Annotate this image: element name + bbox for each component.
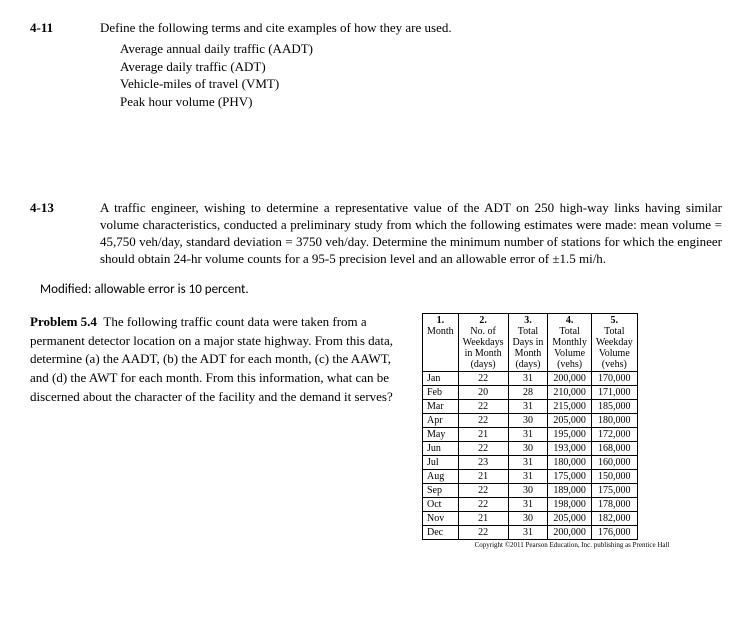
table-cell: 21 (458, 469, 508, 483)
table-cell: 175,000 (591, 483, 637, 497)
term-item: Peak hour volume (PHV) (120, 93, 722, 111)
table-cell: 20 (458, 385, 508, 399)
term-item: Vehicle-miles of travel (VMT) (120, 75, 722, 93)
table-cell: 31 (508, 371, 548, 385)
table-cell: 215,000 (548, 399, 591, 413)
table-body: Jan2231200,000170,000Feb2028210,000171,0… (423, 371, 638, 539)
problem-4-11: 4-11 Define the following terms and cite… (30, 20, 722, 110)
table-row: Aug2131175,000150,000 (423, 469, 638, 483)
table-column-header: 1.Month (423, 313, 459, 371)
table-cell: 31 (508, 469, 548, 483)
problem-label: Problem 5.4 (30, 314, 97, 329)
table-cell: 175,000 (548, 469, 591, 483)
problem-number: 4-11 (30, 20, 100, 110)
table-cell: 31 (508, 455, 548, 469)
table-cell: 176,000 (591, 525, 637, 539)
problem-5-4-text: Problem 5.4 The following traffic count … (30, 313, 402, 407)
table-cell: Dec (423, 525, 459, 539)
table-cell: 180,000 (548, 455, 591, 469)
table-row: Feb2028210,000171,000 (423, 385, 638, 399)
table-cell: 21 (458, 427, 508, 441)
table-cell: 170,000 (591, 371, 637, 385)
term-item: Average annual daily traffic (AADT) (120, 40, 722, 58)
table-row: Dec2231200,000176,000 (423, 525, 638, 539)
table-cell: 31 (508, 399, 548, 413)
table-row: May2131195,000172,000 (423, 427, 638, 441)
table-cell: 30 (508, 441, 548, 455)
traffic-data-table: 1.Month 2.No. ofWeekdaysin Month(days)3.… (422, 313, 638, 540)
table-cell: 198,000 (548, 497, 591, 511)
table-cell: 22 (458, 399, 508, 413)
table-column-header: 4.TotalMonthlyVolume(vehs) (548, 313, 591, 371)
table-header-row: 1.Month 2.No. ofWeekdaysin Month(days)3.… (423, 313, 638, 371)
table-column-header: 3.TotalDays inMonth(days) (508, 313, 548, 371)
problem-4-13: 4-13 A traffic engineer, wishing to dete… (30, 200, 722, 268)
table-cell: 31 (508, 497, 548, 511)
modified-note: Modified: allowable error is 10 percent. (30, 282, 722, 297)
problem-body: Define the following terms and cite exam… (100, 20, 722, 110)
table-cell: Oct (423, 497, 459, 511)
table-cell: 189,000 (548, 483, 591, 497)
problem-number: 4-13 (30, 200, 100, 268)
table-row: Nov2130205,000182,000 (423, 511, 638, 525)
table-row: Jan2231200,000170,000 (423, 371, 638, 385)
problem-5-4-section: Problem 5.4 The following traffic count … (30, 313, 722, 549)
table-cell: 200,000 (548, 525, 591, 539)
table-row: Mar2231215,000185,000 (423, 399, 638, 413)
table-row: Oct2231198,000178,000 (423, 497, 638, 511)
table-cell: 30 (508, 413, 548, 427)
table-cell: 31 (508, 525, 548, 539)
table-row: Sep2230189,000175,000 (423, 483, 638, 497)
table-column-header: 2.No. ofWeekdaysin Month(days) (458, 313, 508, 371)
table-row: Apr2230205,000180,000 (423, 413, 638, 427)
table-cell: 22 (458, 497, 508, 511)
table-cell: Feb (423, 385, 459, 399)
table-column-header: 5.TotalWeekdayVolume(vehs) (591, 313, 637, 371)
table-cell: 168,000 (591, 441, 637, 455)
table-cell: 150,000 (591, 469, 637, 483)
table-cell: Jun (423, 441, 459, 455)
table-cell: Mar (423, 399, 459, 413)
table-cell: Jan (423, 371, 459, 385)
copyright-text: Copyright ©2011 Pearson Education, Inc. … (422, 541, 722, 549)
table-cell: 205,000 (548, 413, 591, 427)
table-cell: 160,000 (591, 455, 637, 469)
table-cell: Aug (423, 469, 459, 483)
table-cell: Jul (423, 455, 459, 469)
data-table-wrap: 1.Month 2.No. ofWeekdaysin Month(days)3.… (422, 313, 722, 549)
table-cell: 30 (508, 483, 548, 497)
term-item: Average daily traffic (ADT) (120, 58, 722, 76)
table-cell: 22 (458, 483, 508, 497)
table-cell: 180,000 (591, 413, 637, 427)
table-cell: 178,000 (591, 497, 637, 511)
table-cell: Sep (423, 483, 459, 497)
table-cell: 182,000 (591, 511, 637, 525)
table-cell: 171,000 (591, 385, 637, 399)
table-cell: Nov (423, 511, 459, 525)
table-cell: Apr (423, 413, 459, 427)
problem-prompt: Define the following terms and cite exam… (100, 20, 722, 36)
term-list: Average annual daily traffic (AADT) Aver… (100, 40, 722, 110)
table-cell: 210,000 (548, 385, 591, 399)
table-cell: 185,000 (591, 399, 637, 413)
table-cell: 193,000 (548, 441, 591, 455)
table-cell: 200,000 (548, 371, 591, 385)
table-cell: 205,000 (548, 511, 591, 525)
table-cell: 23 (458, 455, 508, 469)
table-cell: 21 (458, 511, 508, 525)
table-cell: 22 (458, 525, 508, 539)
table-cell: 22 (458, 441, 508, 455)
table-cell: 22 (458, 413, 508, 427)
table-row: Jun2230193,000168,000 (423, 441, 638, 455)
table-cell: 30 (508, 511, 548, 525)
table-cell: 195,000 (548, 427, 591, 441)
table-cell: May (423, 427, 459, 441)
table-row: Jul2331180,000160,000 (423, 455, 638, 469)
table-cell: 31 (508, 427, 548, 441)
table-cell: 22 (458, 371, 508, 385)
problem-text: A traffic engineer, wishing to determine… (100, 200, 722, 268)
table-cell: 172,000 (591, 427, 637, 441)
table-cell: 28 (508, 385, 548, 399)
